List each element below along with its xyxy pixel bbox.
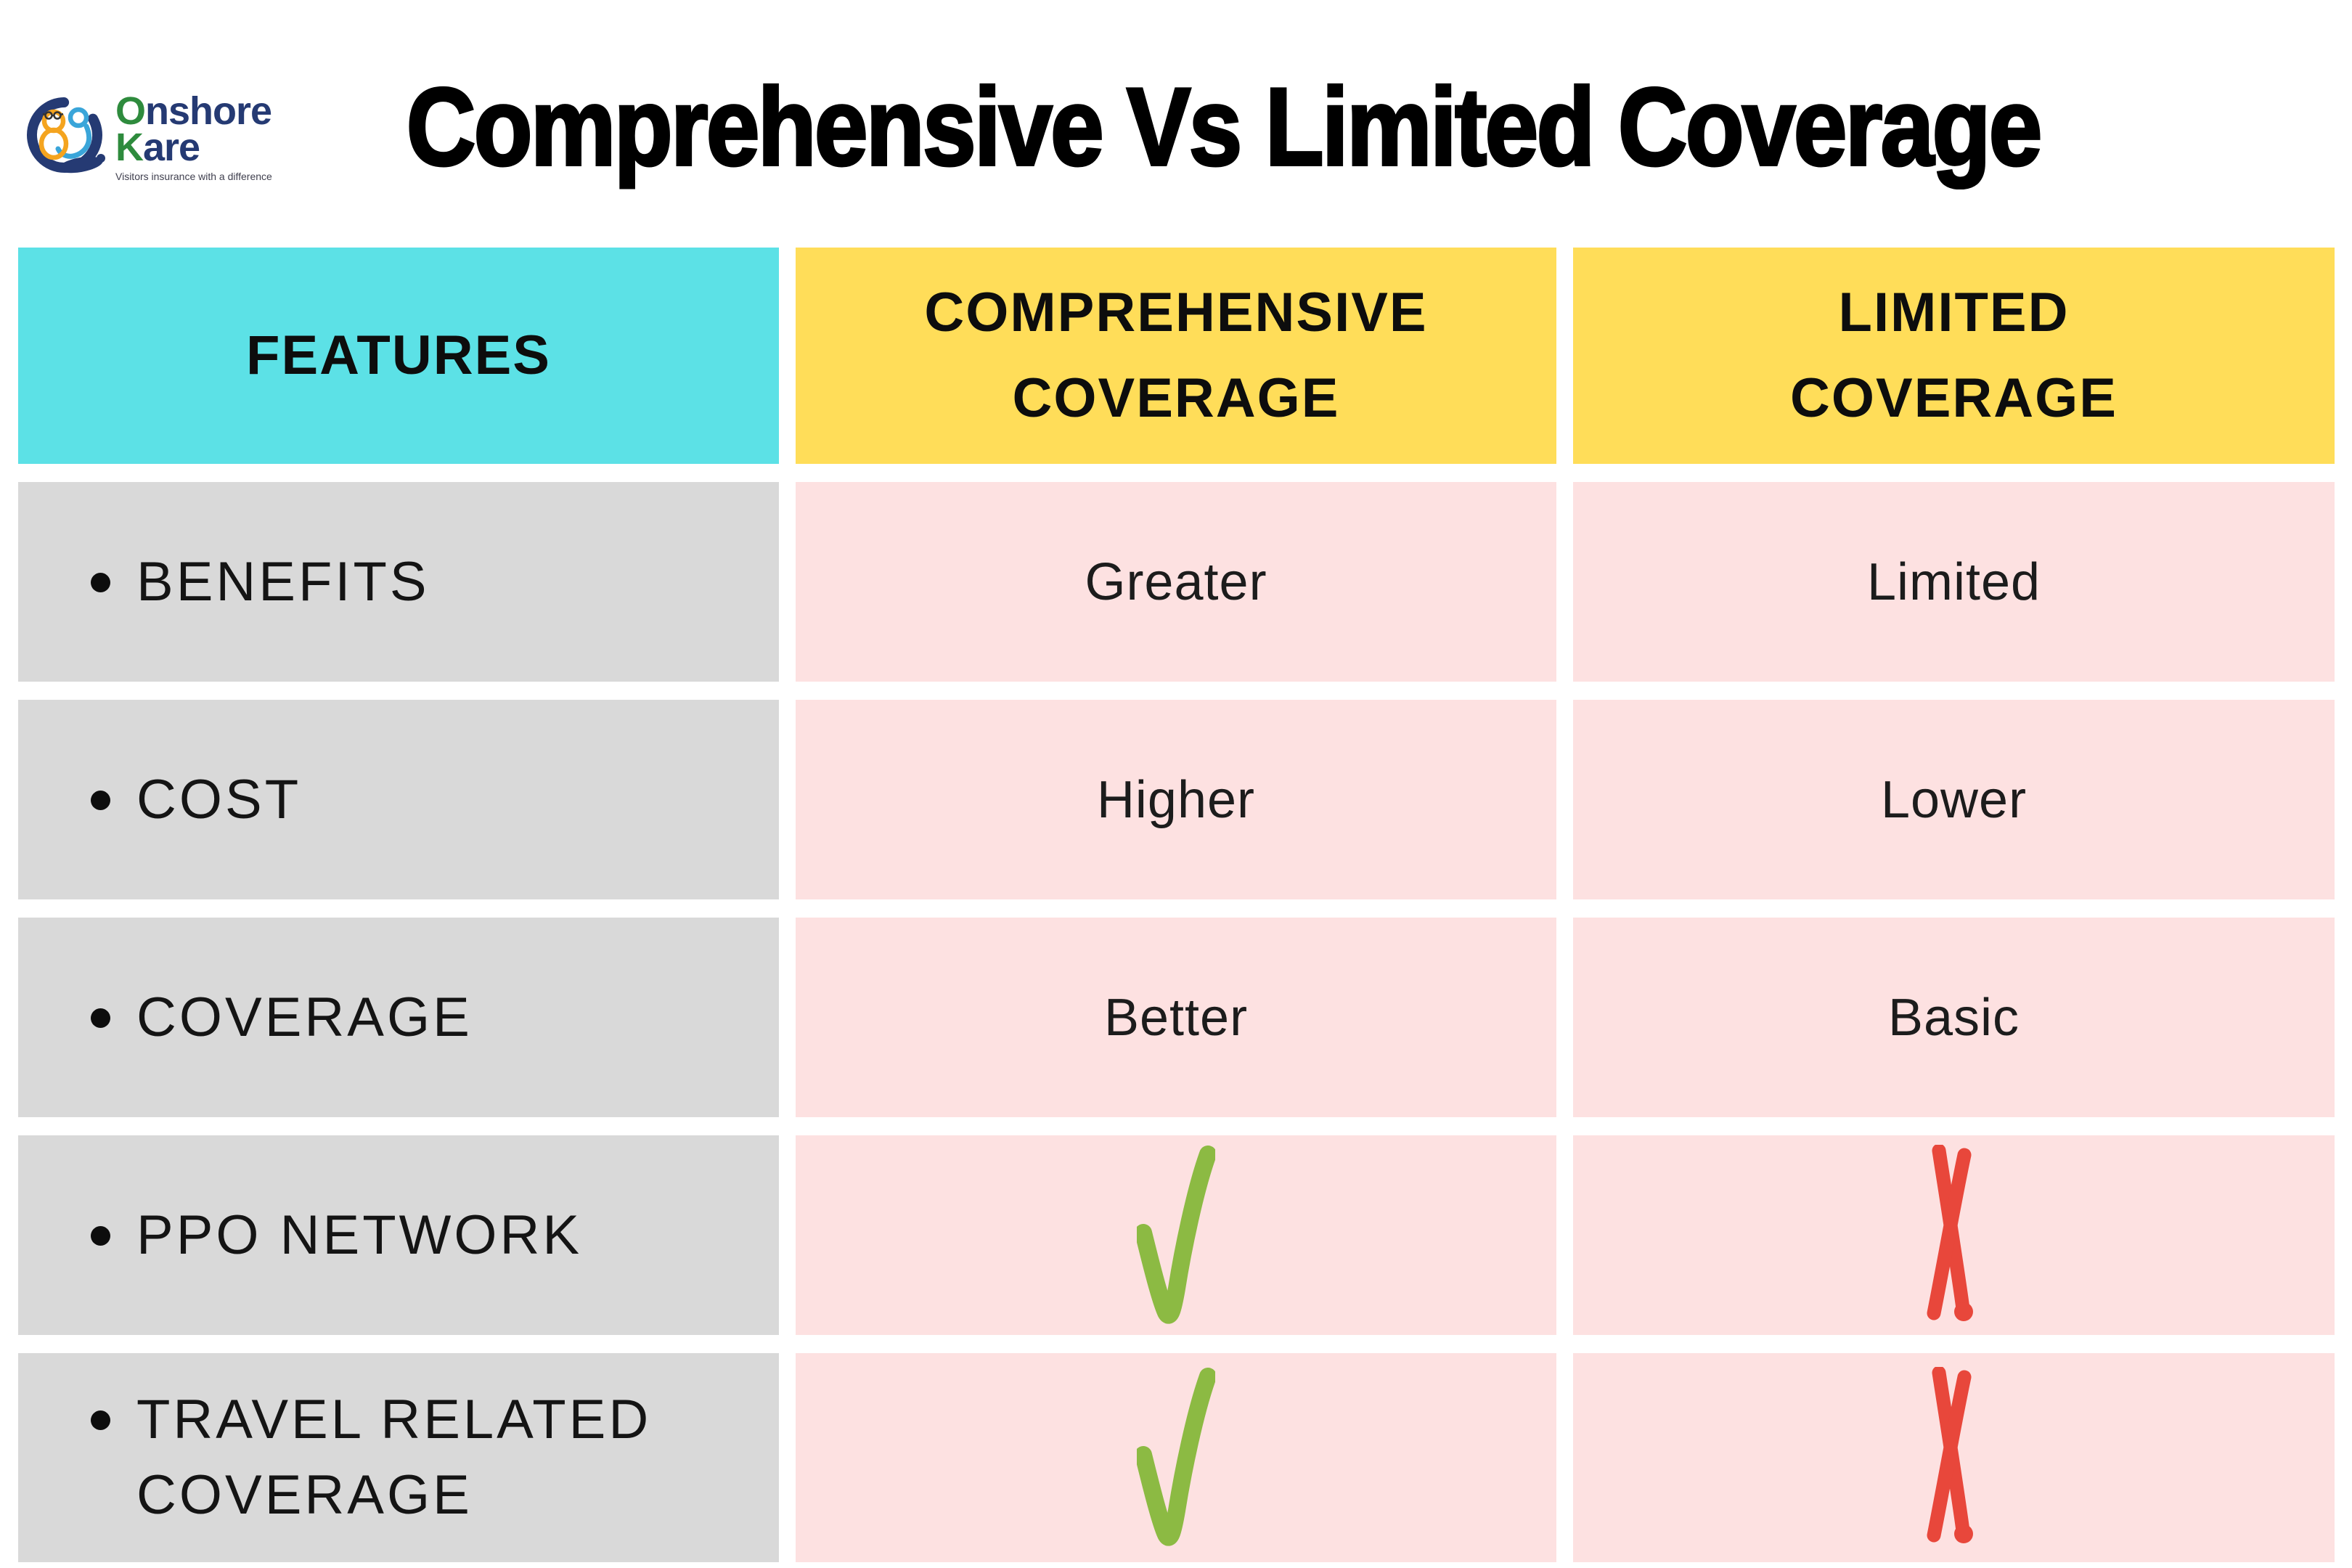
onshorekare-logo: Onshore Kare Visitors insurance with a d… bbox=[25, 89, 272, 182]
limited-value-cell bbox=[1573, 1353, 2335, 1562]
logo-word-kare: Kare bbox=[115, 126, 200, 169]
feature-label: TRAVEL RELATED COVERAGE bbox=[136, 1389, 652, 1526]
value-text: Better bbox=[1103, 988, 1249, 1047]
feature-label: COST bbox=[136, 768, 302, 830]
bullet-icon bbox=[91, 1008, 110, 1028]
bullet-icon bbox=[91, 572, 110, 592]
limited-value-cell: Limited bbox=[1573, 482, 2335, 682]
comprehensive-value-cell bbox=[796, 1135, 1556, 1335]
comprehensive-value-cell: Greater bbox=[796, 482, 1556, 682]
feature-cell: BENEFITS bbox=[18, 482, 779, 682]
feature-label: BENEFITS bbox=[136, 550, 430, 613]
limited-header-cell: LIMITED COVERAGE bbox=[1573, 248, 2335, 464]
features-header-cell: FEATURES bbox=[18, 248, 779, 464]
logo-text: Onshore Kare Visitors insurance with a d… bbox=[115, 89, 272, 182]
check-icon bbox=[1137, 1368, 1215, 1546]
feature-label: COVERAGE bbox=[136, 986, 473, 1048]
feature-cell: PPO NETWORK bbox=[18, 1135, 779, 1335]
feature-cell: COVERAGE bbox=[18, 918, 779, 1117]
comprehensive-header-label: COMPREHENSIVE COVERAGE bbox=[924, 282, 1428, 429]
cross-icon bbox=[1927, 1144, 1973, 1321]
logo-mark-icon bbox=[27, 97, 105, 173]
comparison-table: FEATURES COMPREHENSIVE COVERAGE LIMITED CO… bbox=[18, 248, 2335, 1562]
value-text: Limited bbox=[1866, 552, 2041, 611]
value-text: Greater bbox=[1085, 552, 1267, 611]
comprehensive-value-cell: Better bbox=[796, 918, 1556, 1117]
check-icon bbox=[1137, 1145, 1215, 1324]
feature-cell: TRAVEL RELATED COVERAGE bbox=[18, 1353, 779, 1562]
value-text: Higher bbox=[1096, 770, 1256, 829]
feature-cell: COST bbox=[18, 700, 779, 899]
logo-word-onshore: Onshore bbox=[115, 89, 272, 133]
bullet-icon bbox=[91, 790, 110, 810]
logo-tagline: Visitors insurance with a difference bbox=[115, 171, 272, 182]
cross-icon bbox=[1927, 1367, 1973, 1543]
limited-value-cell: Lower bbox=[1573, 700, 2335, 899]
limited-value-cell: Basic bbox=[1573, 918, 2335, 1117]
comprehensive-header-cell: COMPREHENSIVE COVERAGE bbox=[796, 248, 1556, 464]
value-text: Lower bbox=[1880, 770, 2028, 829]
feature-label: PPO NETWORK bbox=[136, 1204, 583, 1266]
comprehensive-value-cell: Higher bbox=[796, 700, 1556, 899]
comprehensive-value-cell bbox=[796, 1353, 1556, 1562]
page-title: Comprehensive Vs Limited Coverage bbox=[405, 64, 2043, 190]
limited-value-cell bbox=[1573, 1135, 2335, 1335]
features-header-label: FEATURES bbox=[246, 324, 551, 386]
value-text: Basic bbox=[1887, 988, 2020, 1047]
bullet-icon bbox=[91, 1410, 110, 1430]
limited-header-label: LIMITED COVERAGE bbox=[1790, 282, 2118, 429]
bullet-icon bbox=[91, 1225, 110, 1246]
